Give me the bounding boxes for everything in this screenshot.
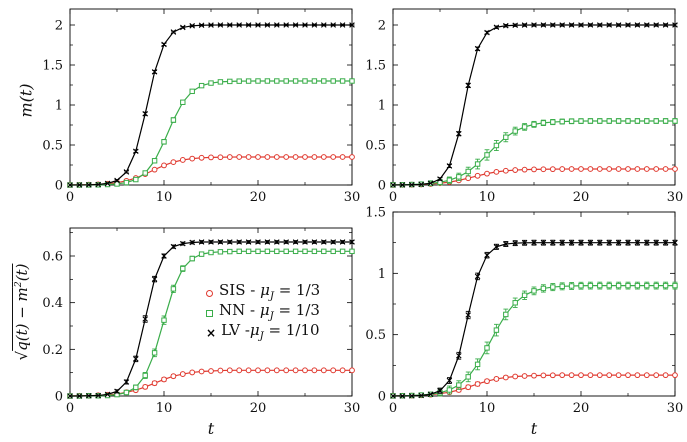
legend-item-nn: NN - μJ = 1/3 — [206, 301, 320, 323]
legend-item-sis: SIS - μJ = 1/3 — [206, 281, 320, 303]
x-tick-label: 20 — [573, 401, 590, 416]
x-tick-label: 0 — [389, 190, 397, 205]
y-tick-label: 0.6 — [42, 250, 63, 265]
sis-circle-marker-icon — [206, 289, 213, 297]
y-tick-label: 1 — [378, 99, 386, 114]
y-tick-label: 0 — [378, 179, 386, 194]
x-tick-label: 20 — [250, 190, 267, 205]
legend-label-lv: LV -μJ = 1/10 — [221, 320, 320, 342]
x-tick-label: 0 — [389, 401, 397, 416]
x-tick-label: 30 — [667, 190, 684, 205]
subplot-bottom-left: 0 10 20 30 0 0.2 0.4 0.6 — [42, 227, 361, 416]
x-tick-label: 0 — [66, 401, 74, 416]
x-tick-label: 0 — [66, 190, 74, 205]
series-line-square-open — [392, 285, 675, 397]
x-tick-label: 10 — [156, 190, 173, 205]
x-tick-label: 30 — [344, 190, 361, 205]
y-tick-label: 0.2 — [42, 343, 63, 358]
y-axis-label-mt: m(t) — [16, 83, 36, 118]
series-line-square-open — [70, 80, 352, 186]
nn-square-marker-icon — [206, 309, 213, 317]
legend-item-lv: × LV -μJ = 1/10 — [206, 321, 320, 343]
axes-box-bottom-right — [392, 211, 676, 397]
y-tick-label: 0 — [55, 390, 63, 405]
x-axis-label-t-left: t — [207, 419, 215, 438]
series-line-x — [69, 24, 352, 186]
y-tick-label: 0.4 — [42, 296, 63, 311]
subplot-bottom-right: 0 10 20 30 0 0.5 1 1.5 — [365, 206, 683, 417]
y-tick-label: 1 — [55, 99, 63, 114]
legend-label-sis: SIS - μJ = 1/3 — [219, 280, 321, 302]
y-tick-label: 0.5 — [42, 139, 63, 154]
series-line-circle-open — [69, 156, 352, 186]
x-tick-label: 10 — [479, 190, 496, 205]
y-tick-label: 0.5 — [365, 139, 386, 154]
subplot-top-left: 0 10 20 30 0 0.5 1 1.5 2 — [42, 8, 361, 205]
x-tick-label: 20 — [573, 190, 590, 205]
y-tick-label: 0.5 — [365, 328, 386, 343]
y-tick-label: 1.5 — [365, 206, 386, 221]
subplot-top-right: 0 10 20 30 0 0.5 1 1.5 2 — [365, 8, 684, 205]
series-line-square-open — [392, 120, 675, 186]
y-tick-label: 0 — [55, 179, 63, 194]
y-tick-label: 1 — [378, 267, 386, 282]
x-tick-label: 30 — [667, 401, 684, 416]
series-line-x — [392, 24, 675, 186]
x-tick-label: 30 — [344, 401, 361, 416]
x-tick-label: 10 — [479, 401, 496, 416]
y-axis-label-sqrt-q-m2: √q(t) − m2(t) — [13, 263, 31, 361]
x-tick-label: 20 — [250, 401, 267, 416]
x-axis-label-t-right: t — [530, 419, 538, 438]
series-line-circle-open — [69, 369, 352, 397]
y-tick-label: 2 — [55, 19, 63, 34]
y-tick-label: 0 — [378, 390, 386, 405]
axes-box-top-right — [392, 8, 676, 186]
legend-label-nn: NN - μJ = 1/3 — [219, 300, 320, 322]
x-tick-label: 10 — [156, 401, 173, 416]
legend: SIS - μJ = 1/3 NN - μJ = 1/3 × LV -μJ = … — [206, 281, 320, 343]
lv-x-marker-icon: × — [206, 326, 217, 340]
y-tick-label: 1.5 — [42, 59, 63, 74]
y-tick-label: 2 — [378, 19, 386, 34]
y-tick-label: 1.5 — [365, 59, 386, 74]
